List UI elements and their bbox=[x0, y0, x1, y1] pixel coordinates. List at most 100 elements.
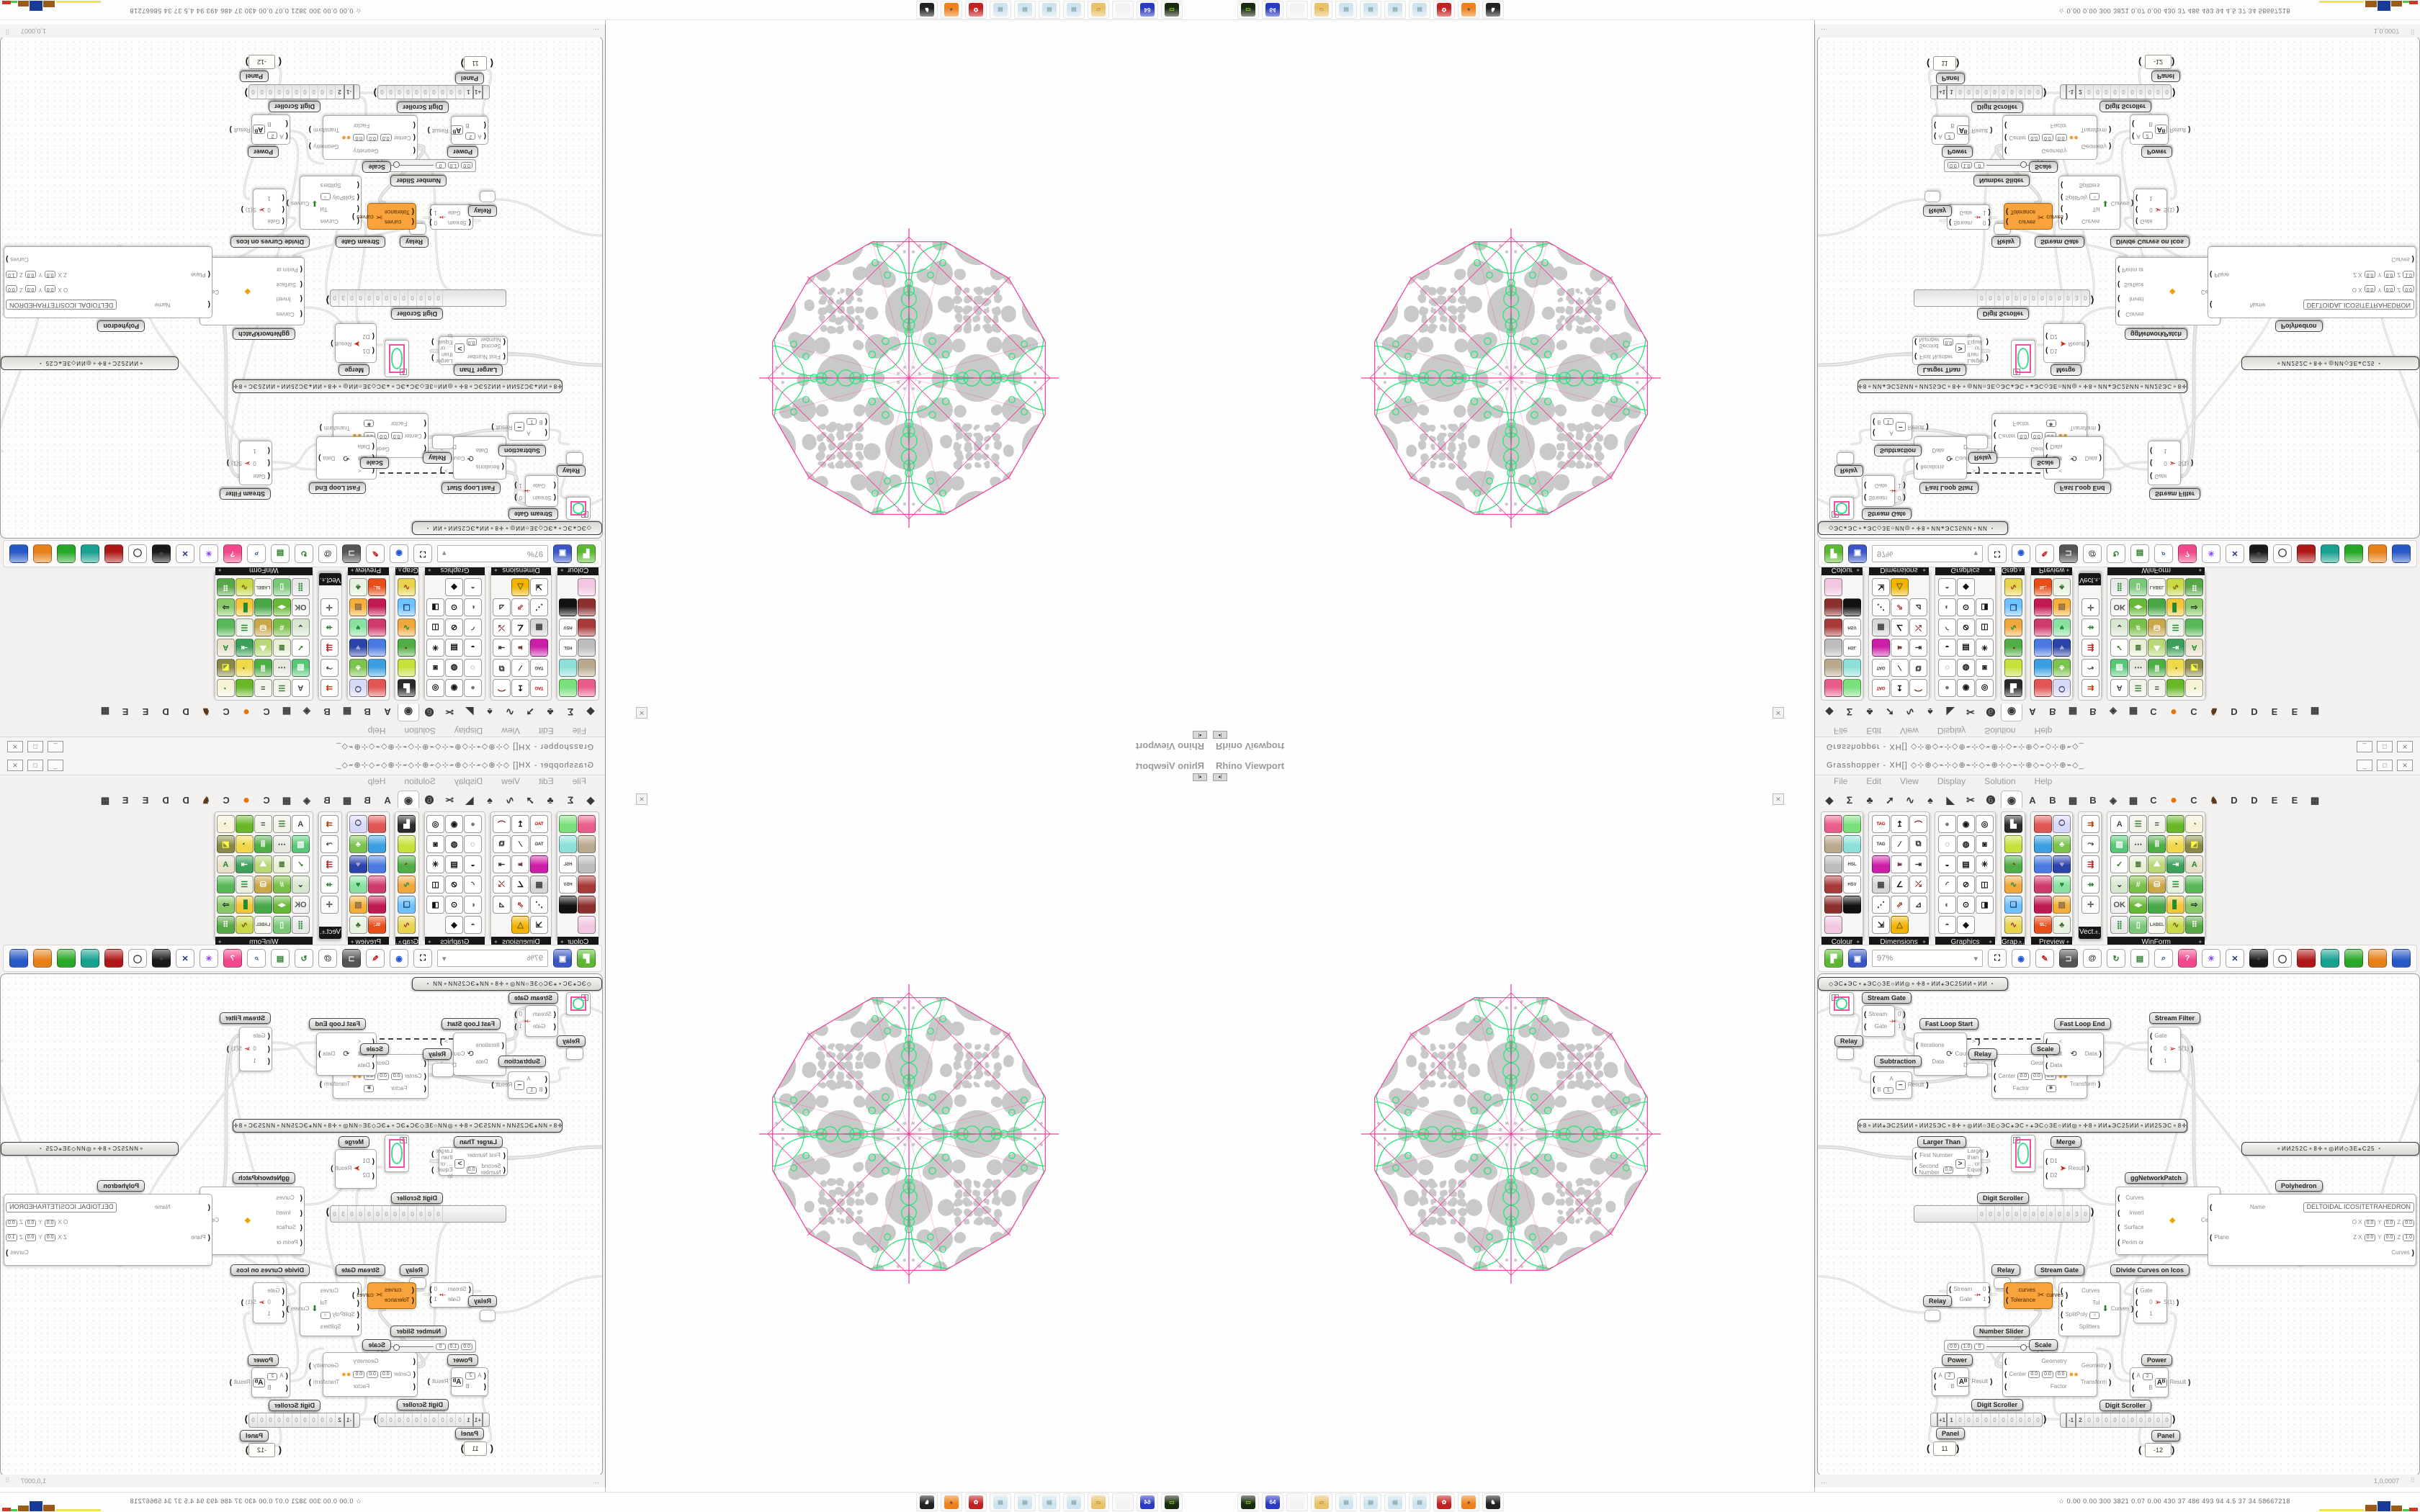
scroller-digit[interactable]: 0 bbox=[2110, 85, 2119, 99]
output-port[interactable]: Result) bbox=[428, 1378, 449, 1386]
scroller-digit[interactable]: 0 bbox=[2063, 1206, 2072, 1222]
node-header[interactable]: Scale bbox=[2029, 161, 2058, 173]
scroller-digit[interactable]: -1 bbox=[345, 1413, 354, 1427]
scroller-digit[interactable]: 2 bbox=[336, 85, 345, 99]
tab-letter-10[interactable]: D bbox=[182, 795, 189, 806]
scroller-digit[interactable]: 0 bbox=[456, 1413, 465, 1426]
component-icon[interactable] bbox=[559, 896, 577, 914]
component-icon[interactable]: ◨ bbox=[1976, 896, 1994, 914]
input-port[interactable]: (Perim or bbox=[2118, 265, 2144, 273]
component-icon[interactable]: A bbox=[2185, 855, 2204, 873]
input-port[interactable]: (Data bbox=[2045, 1062, 2062, 1070]
tab-icon-1[interactable]: Σ bbox=[1846, 794, 1853, 806]
zoom-dropdown[interactable]: 97% ▾ bbox=[437, 545, 548, 562]
component-icon[interactable] bbox=[1824, 896, 1842, 914]
component-icon[interactable]: ⇶ bbox=[2081, 855, 2100, 873]
component-icon[interactable]: ▯ bbox=[2129, 578, 2148, 596]
slider-chip[interactable]: 0 bbox=[435, 162, 446, 169]
component-icon[interactable] bbox=[367, 855, 386, 873]
component-icon[interactable]: ♥ bbox=[349, 618, 367, 636]
input-port[interactable]: (1 bbox=[267, 194, 284, 202]
input-port[interactable]: (SplitPoly ○ bbox=[2061, 1311, 2100, 1319]
tab-letter-2[interactable]: ▦ bbox=[2068, 795, 2078, 806]
palette-expand-icon[interactable]: ✦ bbox=[2197, 939, 2203, 945]
component-icon[interactable]: △ bbox=[1891, 916, 1909, 934]
output-port[interactable]: Data) bbox=[318, 1050, 335, 1058]
node-body[interactable]: (Geometry(Center 0.0 0.0 0.0(Factor ●● Geomet… bbox=[309, 115, 418, 160]
tab-letter-8[interactable]: C bbox=[223, 706, 230, 717]
tab-letter-5[interactable]: ▦ bbox=[282, 706, 292, 717]
node-header[interactable]: Number Slider bbox=[390, 175, 447, 186]
slider-knob[interactable] bbox=[2020, 161, 2027, 168]
component-icon[interactable] bbox=[559, 815, 577, 833]
node-body[interactable]: (Gate(0(1 ➢ S(1)) bbox=[2133, 1282, 2179, 1323]
input-chip[interactable]: 0.0 bbox=[1942, 1166, 1953, 1174]
component-icon[interactable]: ⤯ bbox=[493, 618, 511, 636]
component-icon[interactable]: ▤ bbox=[445, 855, 463, 873]
plane-chip[interactable]: 0.0 bbox=[6, 1220, 17, 1227]
input-chip[interactable]: 0.0 bbox=[390, 432, 403, 439]
cat-app-icon[interactable]: ♞ bbox=[1482, 1493, 1504, 1511]
gift-icon[interactable]: ? bbox=[2178, 949, 2197, 968]
scroller-digit[interactable]: 0 bbox=[275, 85, 284, 99]
input-port[interactable]: (B bbox=[267, 120, 288, 127]
component-icon[interactable]: ▙ bbox=[2004, 815, 2022, 833]
input-chip[interactable]: 0.0 bbox=[2028, 1371, 2040, 1378]
viewport-collapse-button[interactable]: ▴| bbox=[1193, 773, 1207, 781]
input-port[interactable]: (Gate bbox=[533, 1023, 556, 1031]
input-port[interactable]: (Gate bbox=[1949, 208, 1972, 216]
bean-orange-icon[interactable] bbox=[2368, 949, 2387, 968]
node-body[interactable]: (D1(D2 ➤ Result) bbox=[331, 323, 377, 363]
tab-letter-6[interactable]: C bbox=[2150, 706, 2157, 717]
palette-expand-icon[interactable]: ✦ bbox=[2065, 939, 2071, 945]
palette-expand-icon[interactable]: ✦ bbox=[321, 929, 326, 935]
component-icon[interactable]: ♣ bbox=[349, 578, 367, 596]
input-port[interactable]: (curves bbox=[385, 217, 414, 225]
component-icon[interactable] bbox=[1824, 855, 1842, 873]
input-port[interactable]: (B bbox=[2132, 120, 2153, 127]
node-body[interactable]: (Curves(Invert(Surface(Perim or◆Cells) bbox=[200, 257, 305, 325]
bean-green-icon[interactable] bbox=[2344, 544, 2363, 563]
console-app-icon[interactable]: ▭ bbox=[1237, 1, 1259, 19]
tab-letter-14[interactable]: ▩ bbox=[100, 706, 110, 717]
viewport-close-button[interactable]: ✕ bbox=[1773, 793, 1784, 805]
group-strip[interactable]: ⚬ИИ252С⚬8✛⚬◎ИИ◇ЗЕ⚹С25 ▪ bbox=[1, 1142, 179, 1156]
input-chip[interactable]: 0.0 bbox=[2017, 1073, 2030, 1080]
component-icon[interactable]: HSV bbox=[1843, 618, 1861, 636]
node-body[interactable]: (A(B 1− Result) bbox=[1870, 413, 1929, 441]
node-body[interactable]: (Curves(Invert(Surface(Perim or◆Cells) bbox=[2115, 1187, 2220, 1255]
node-header[interactable]: Fast Loop End bbox=[309, 482, 366, 494]
output-port[interactable]: … or Equal to) bbox=[1968, 332, 1989, 352]
component-icon[interactable]: ⇗ bbox=[1891, 598, 1909, 616]
input-port[interactable]: (Factor ✱ bbox=[364, 419, 426, 427]
scroller-digit[interactable]: 0 bbox=[2007, 1413, 2016, 1426]
output-port[interactable]: Geometry) bbox=[309, 1362, 339, 1370]
digit-scroller-node[interactable]: -1 2 0 0 0 0 0 0 0 0 0 0 bbox=[248, 84, 360, 99]
node-header[interactable]: Stream Gate bbox=[1862, 508, 1912, 520]
torus-icon[interactable]: ◯ bbox=[2273, 949, 2292, 968]
output-port[interactable]: Result) bbox=[491, 1081, 512, 1089]
component-icon[interactable] bbox=[559, 679, 577, 697]
component-icon[interactable] bbox=[216, 618, 235, 636]
input-port[interactable]: (Stream bbox=[1949, 1286, 1972, 1294]
component-icon[interactable]: ⇨ bbox=[216, 598, 235, 616]
node-header[interactable]: Relay bbox=[399, 1264, 429, 1276]
component-icon[interactable] bbox=[2166, 679, 2185, 697]
tab-icon-1[interactable]: Σ bbox=[567, 794, 574, 806]
node-header[interactable]: Power bbox=[247, 1354, 279, 1366]
node-header[interactable]: Relay bbox=[1923, 205, 1953, 217]
component-icon[interactable] bbox=[578, 598, 596, 616]
scroller-digit[interactable]: +1 bbox=[474, 86, 483, 99]
scroller-digit[interactable]: 0 bbox=[2033, 86, 2042, 99]
input-chip[interactable]: 0.0 bbox=[1942, 338, 1953, 346]
component-icon[interactable]: ⠿ bbox=[2185, 916, 2204, 934]
plane-chip[interactable]: 0.0 bbox=[44, 1220, 56, 1227]
slider-track[interactable] bbox=[389, 1344, 434, 1351]
resize-grip-icon[interactable]: ⠿ bbox=[5, 28, 10, 35]
scroller-digit[interactable]: 0 bbox=[426, 290, 434, 306]
menu-file[interactable]: File bbox=[572, 726, 586, 736]
scroller-digit[interactable]: 0 bbox=[327, 85, 336, 99]
component-icon[interactable]: ❏ bbox=[2004, 896, 2022, 914]
component-icon[interactable]: ⫢ bbox=[1891, 639, 1909, 657]
